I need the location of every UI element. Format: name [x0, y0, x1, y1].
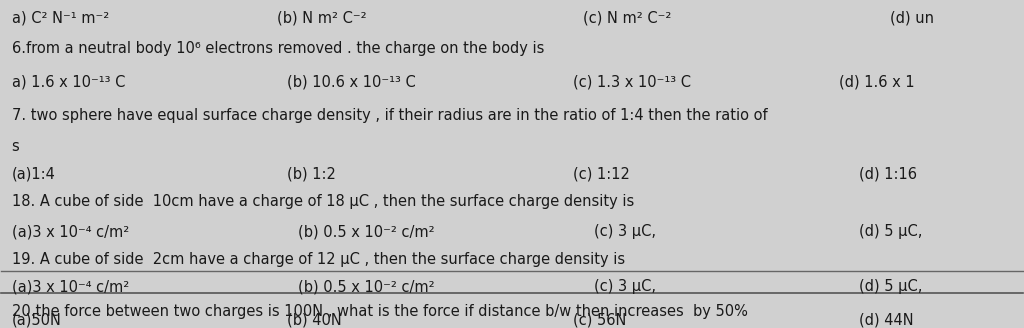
- Text: (b) 10.6 x 10⁻¹³ C: (b) 10.6 x 10⁻¹³ C: [288, 75, 416, 90]
- Text: (a)50N: (a)50N: [11, 313, 61, 328]
- Text: (d) 1:16: (d) 1:16: [859, 166, 918, 181]
- Text: a) 1.6 x 10⁻¹³ C: a) 1.6 x 10⁻¹³ C: [11, 75, 125, 90]
- Text: s: s: [11, 139, 19, 154]
- Text: 18. A cube of side  10cm have a charge of 18 μC , then the surface charge densit: 18. A cube of side 10cm have a charge of…: [11, 194, 634, 209]
- Text: 20.the force between two charges is 100N , what is the force if distance b/w the: 20.the force between two charges is 100N…: [11, 303, 748, 318]
- Text: (c) 56N: (c) 56N: [573, 313, 627, 328]
- Text: (c) 3 μC,: (c) 3 μC,: [594, 224, 655, 239]
- Text: 7. two sphere have equal surface charge density , if their radius are in the rat: 7. two sphere have equal surface charge …: [11, 108, 767, 123]
- Text: (b) N m² C⁻²: (b) N m² C⁻²: [278, 10, 367, 26]
- Text: (a)3 x 10⁻⁴ c/m²: (a)3 x 10⁻⁴ c/m²: [11, 224, 129, 239]
- Text: (c) N m² C⁻²: (c) N m² C⁻²: [584, 10, 672, 26]
- Text: (d) 5 μC,: (d) 5 μC,: [859, 279, 923, 294]
- Text: (b) 40N: (b) 40N: [288, 313, 342, 328]
- Text: (b) 1:2: (b) 1:2: [288, 166, 336, 181]
- Text: (c) 1:12: (c) 1:12: [573, 166, 630, 181]
- Text: 6.from a neutral body 10⁶ electrons removed . the charge on the body is: 6.from a neutral body 10⁶ electrons remo…: [11, 41, 544, 56]
- Text: (a)1:4: (a)1:4: [11, 166, 55, 181]
- Text: (c) 3 μC,: (c) 3 μC,: [594, 279, 655, 294]
- Text: (b) 0.5 x 10⁻² c/m²: (b) 0.5 x 10⁻² c/m²: [298, 224, 434, 239]
- Text: (d) 1.6 x 1: (d) 1.6 x 1: [839, 75, 914, 90]
- Text: (a)3 x 10⁻⁴ c/m²: (a)3 x 10⁻⁴ c/m²: [11, 279, 129, 294]
- Text: (d) 44N: (d) 44N: [859, 313, 913, 328]
- Text: a) C² N⁻¹ m⁻²: a) C² N⁻¹ m⁻²: [11, 10, 109, 26]
- Text: 19. A cube of side  2cm have a charge of 12 μC , then the surface charge density: 19. A cube of side 2cm have a charge of …: [11, 252, 625, 267]
- Text: (d) 5 μC,: (d) 5 μC,: [859, 224, 923, 239]
- Text: (c) 1.3 x 10⁻¹³ C: (c) 1.3 x 10⁻¹³ C: [573, 75, 691, 90]
- Text: (b) 0.5 x 10⁻² c/m²: (b) 0.5 x 10⁻² c/m²: [298, 279, 434, 294]
- Text: (d) un: (d) un: [890, 10, 934, 26]
